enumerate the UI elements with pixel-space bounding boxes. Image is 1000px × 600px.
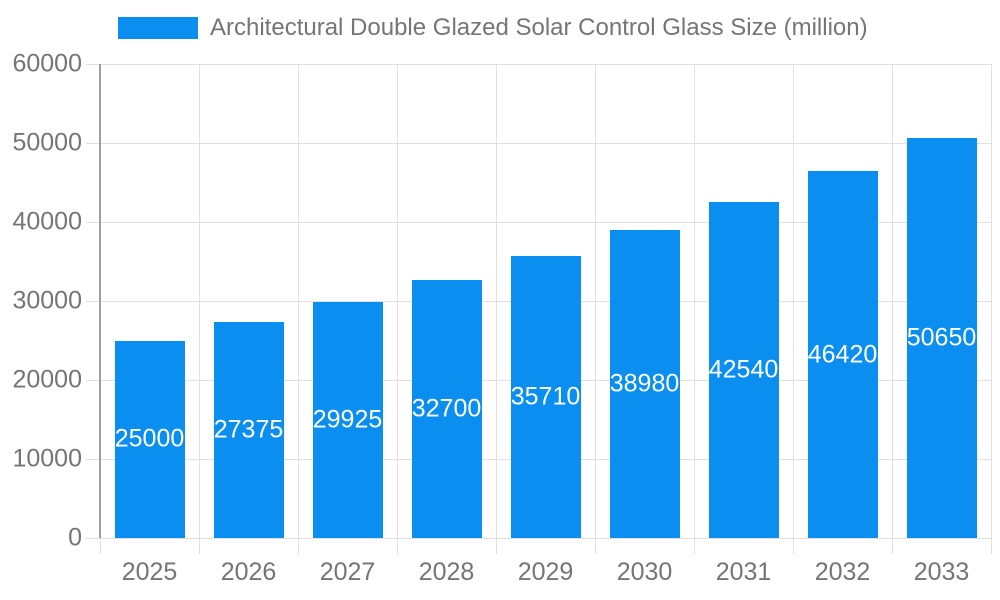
bar-value-label: 50650 xyxy=(906,323,977,352)
y-axis-tick-label: 10000 xyxy=(12,444,82,473)
x-axis-tick-label: 2033 xyxy=(913,558,970,586)
y-gridline xyxy=(86,143,991,144)
bar-value-label: 32700 xyxy=(411,394,482,423)
bar-value-label: 46420 xyxy=(807,340,878,369)
x-gridline xyxy=(496,64,497,554)
y-gridline xyxy=(86,222,991,223)
y-gridline xyxy=(86,538,991,539)
x-gridline xyxy=(892,64,893,554)
y-axis-tick-label: 30000 xyxy=(12,286,82,315)
legend-swatch xyxy=(118,17,198,39)
bar-value-label: 27375 xyxy=(213,415,284,444)
y-gridline xyxy=(86,64,991,65)
x-axis-tick-label: 2028 xyxy=(418,558,475,586)
x-axis-tick-label: 2025 xyxy=(121,558,178,586)
x-gridline xyxy=(298,64,299,554)
x-gridline xyxy=(595,64,596,554)
legend[interactable]: Architectural Double Glazed Solar Contro… xyxy=(118,14,868,42)
bar-value-label: 29925 xyxy=(312,405,383,434)
bar-2030[interactable] xyxy=(609,230,680,538)
x-axis-tick-label: 2031 xyxy=(715,558,772,586)
bar-2027[interactable] xyxy=(312,301,383,538)
bar-value-label: 42540 xyxy=(708,355,779,384)
y-axis-tick-label: 60000 xyxy=(12,49,82,78)
bar-2033[interactable] xyxy=(906,137,977,538)
bar-2026[interactable] xyxy=(213,321,284,538)
x-axis-tick-label: 2029 xyxy=(517,558,574,586)
bar-2031[interactable] xyxy=(708,201,779,538)
y-axis-line xyxy=(99,64,101,538)
y-axis-tick-label: 40000 xyxy=(12,207,82,236)
x-axis-tick-label: 2027 xyxy=(319,558,376,586)
x-gridline xyxy=(991,64,992,554)
x-gridline xyxy=(397,64,398,554)
bar-value-label: 35710 xyxy=(510,382,581,411)
y-axis-tick-label: 50000 xyxy=(12,128,82,157)
x-axis-tick-label: 2032 xyxy=(814,558,871,586)
bar-2032[interactable] xyxy=(807,171,878,538)
x-axis-tick-label: 2026 xyxy=(220,558,277,586)
x-gridline xyxy=(694,64,695,554)
x-axis-tick xyxy=(100,538,101,554)
x-axis-tick-label: 2030 xyxy=(616,558,673,586)
bar-2028[interactable] xyxy=(411,279,482,538)
legend-label: Architectural Double Glazed Solar Contro… xyxy=(210,14,868,41)
y-axis-tick-label: 20000 xyxy=(12,365,82,394)
x-gridline xyxy=(793,64,794,554)
bar-value-label: 38980 xyxy=(609,369,680,398)
bar-2025[interactable] xyxy=(114,340,185,538)
y-axis-tick-label: 0 xyxy=(68,523,82,552)
x-gridline xyxy=(199,64,200,554)
bar-value-label: 25000 xyxy=(114,424,185,453)
bar-2029[interactable] xyxy=(510,255,581,538)
